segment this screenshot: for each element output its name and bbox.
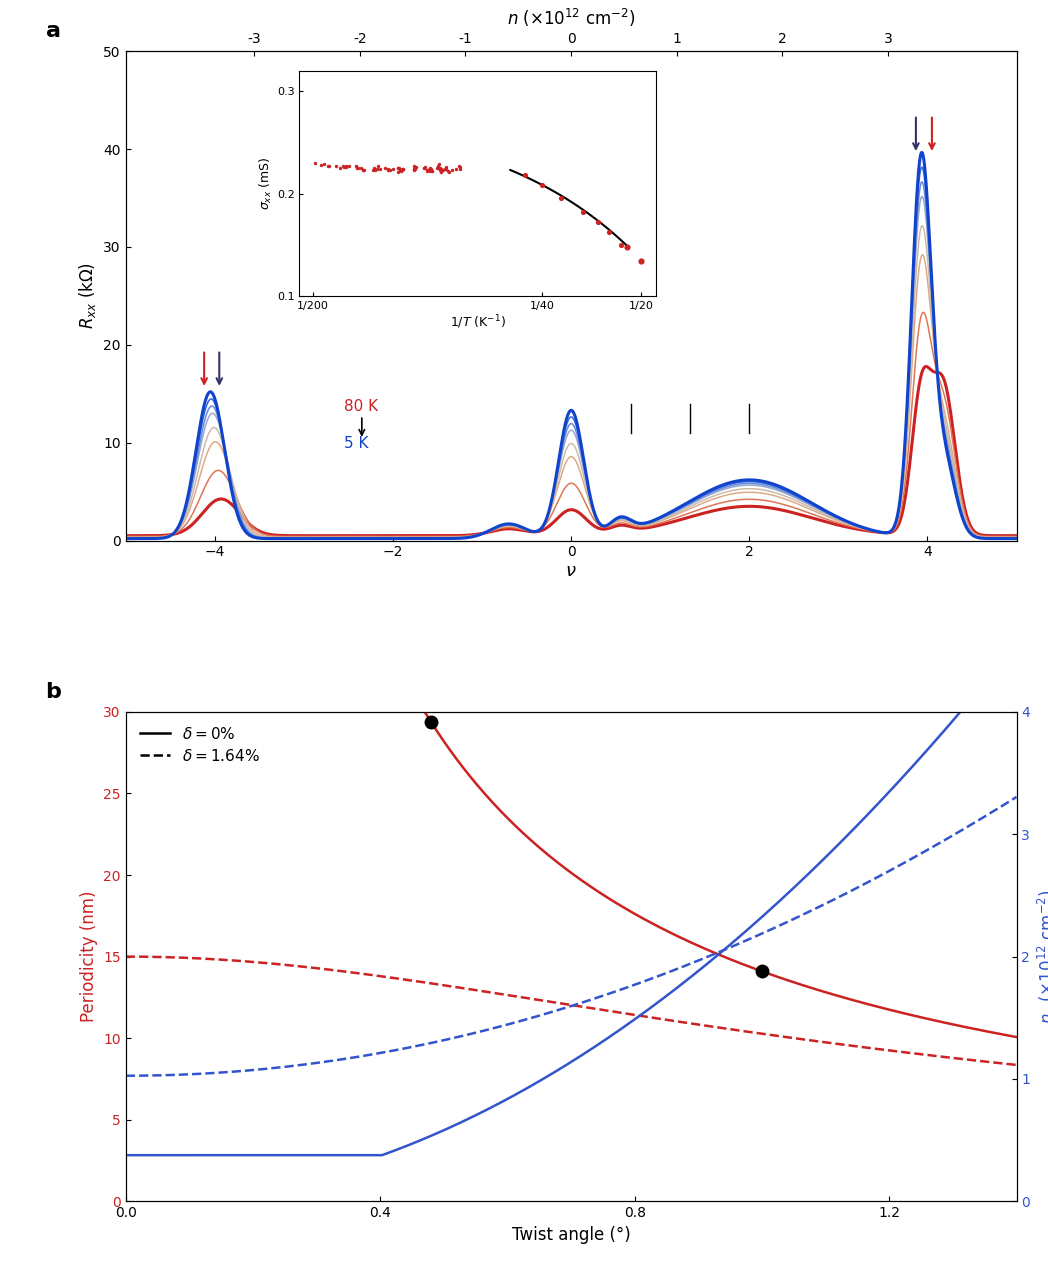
- X-axis label: Twist angle (°): Twist angle (°): [511, 1226, 631, 1243]
- Y-axis label: $n_s$ ($\times$10$^{12}$ cm$^{-2}$): $n_s$ ($\times$10$^{12}$ cm$^{-2}$): [1035, 889, 1048, 1024]
- X-axis label: $\nu$: $\nu$: [565, 562, 577, 580]
- Text: 80 K: 80 K: [344, 399, 378, 414]
- Text: 5 K: 5 K: [344, 436, 369, 451]
- Y-axis label: Periodicity (nm): Periodicity (nm): [80, 891, 97, 1022]
- Text: b: b: [45, 682, 62, 702]
- Legend: $\delta = 0\%$, $\delta = 1.64\%$: $\delta = 0\%$, $\delta = 1.64\%$: [133, 720, 266, 769]
- X-axis label: $n$ ($\times$10$^{12}$ cm$^{-2}$): $n$ ($\times$10$^{12}$ cm$^{-2}$): [507, 8, 635, 29]
- Text: a: a: [45, 22, 61, 41]
- Y-axis label: $R_{xx}$ (k$\Omega$): $R_{xx}$ (k$\Omega$): [77, 262, 97, 330]
